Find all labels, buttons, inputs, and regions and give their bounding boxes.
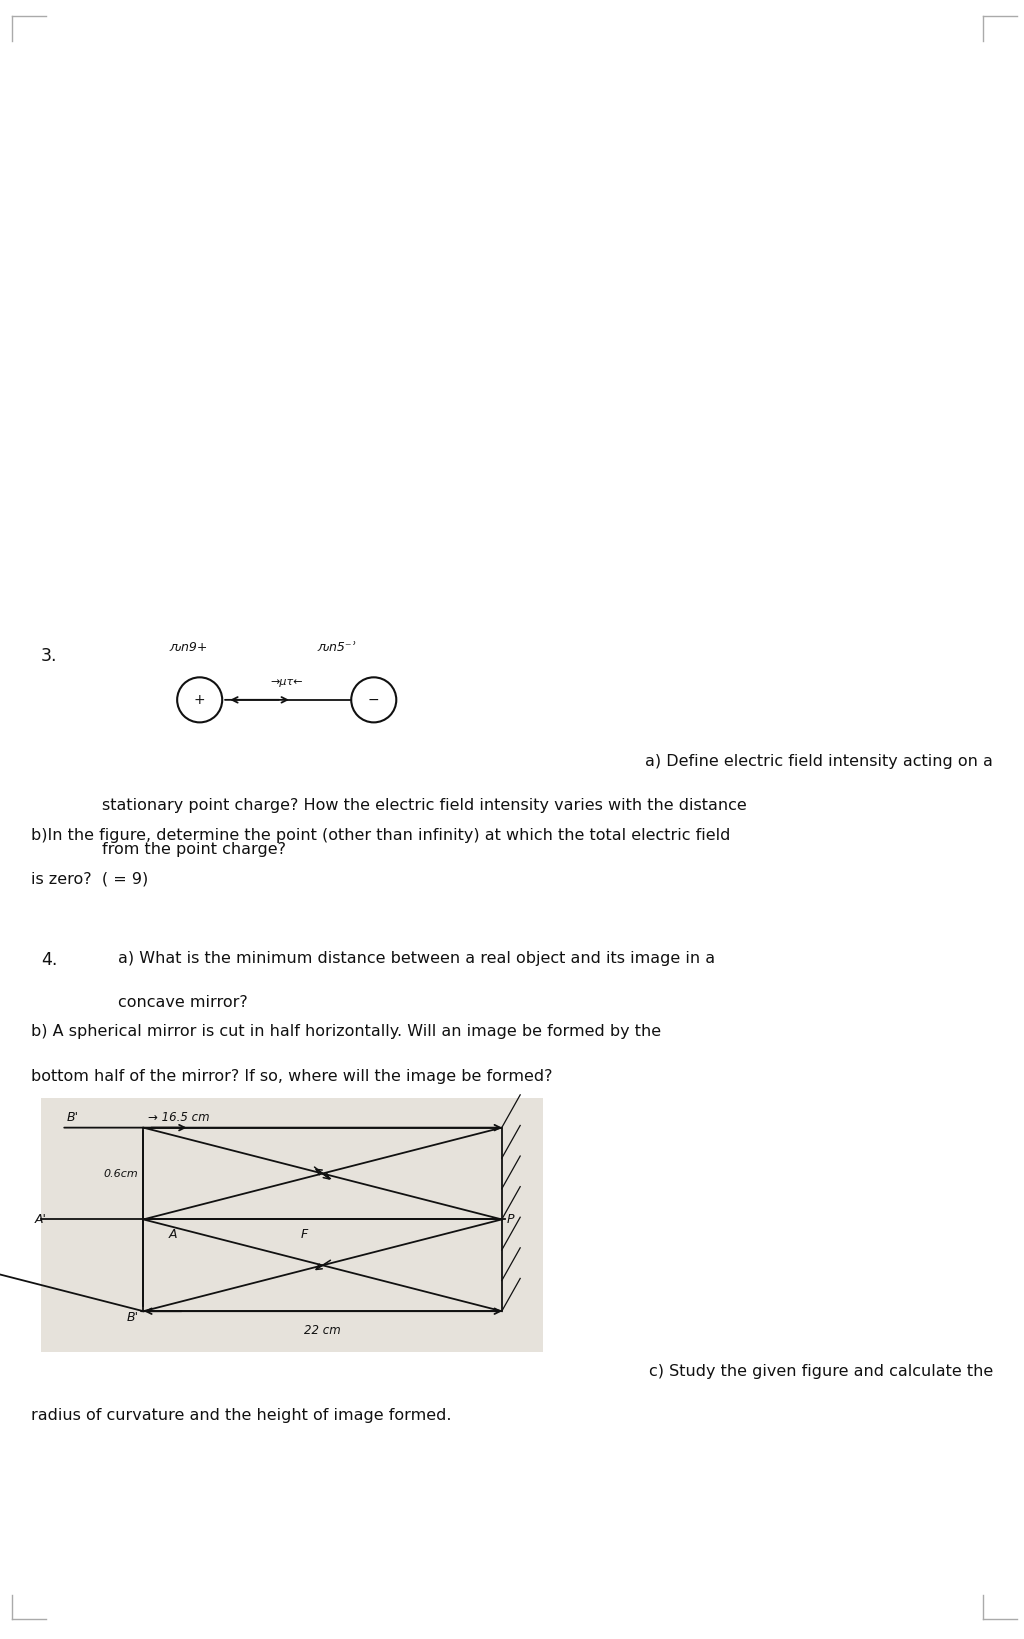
Text: +: + xyxy=(194,693,206,706)
Text: F: F xyxy=(301,1228,308,1241)
Text: A': A' xyxy=(34,1213,46,1226)
Text: a) Define electric field intensity acting on a: a) Define electric field intensity actin… xyxy=(645,754,993,769)
Text: 0.6cm: 0.6cm xyxy=(103,1169,138,1178)
Text: P: P xyxy=(507,1213,514,1226)
Text: →μτ←: →μτ← xyxy=(270,677,303,687)
Text: 4.: 4. xyxy=(41,951,57,969)
Text: ԉn5⁻ʾ: ԉn5⁻ʾ xyxy=(317,641,355,654)
Text: a) What is the minimum distance between a real object and its image in a: a) What is the minimum distance between … xyxy=(118,951,715,965)
Text: B': B' xyxy=(67,1111,79,1124)
Text: → 16.5 cm: → 16.5 cm xyxy=(148,1111,210,1124)
Text: is zero?  ( = 9): is zero? ( = 9) xyxy=(31,872,148,887)
Text: 22 cm: 22 cm xyxy=(304,1324,341,1337)
Text: b) A spherical mirror is cut in half horizontally. Will an image be formed by th: b) A spherical mirror is cut in half hor… xyxy=(31,1024,660,1039)
Text: 3.: 3. xyxy=(41,647,57,665)
Text: −: − xyxy=(368,693,380,706)
Text: A: A xyxy=(169,1228,177,1241)
Text: b)In the figure, determine the point (other than infinity) at which the total el: b)In the figure, determine the point (ot… xyxy=(31,828,730,842)
Text: ԉn9+: ԉn9+ xyxy=(169,641,207,654)
Text: radius of curvature and the height of image formed.: radius of curvature and the height of im… xyxy=(31,1408,452,1423)
Bar xyxy=(41,1098,543,1352)
Text: stationary point charge? How the electric field intensity varies with the distan: stationary point charge? How the electri… xyxy=(102,798,748,813)
Text: concave mirror?: concave mirror? xyxy=(118,995,248,1010)
Text: c) Study the given figure and calculate the: c) Study the given figure and calculate … xyxy=(649,1364,993,1378)
Text: B': B' xyxy=(126,1311,138,1324)
Text: from the point charge?: from the point charge? xyxy=(102,842,287,857)
Text: bottom half of the mirror? If so, where will the image be formed?: bottom half of the mirror? If so, where … xyxy=(31,1069,552,1083)
